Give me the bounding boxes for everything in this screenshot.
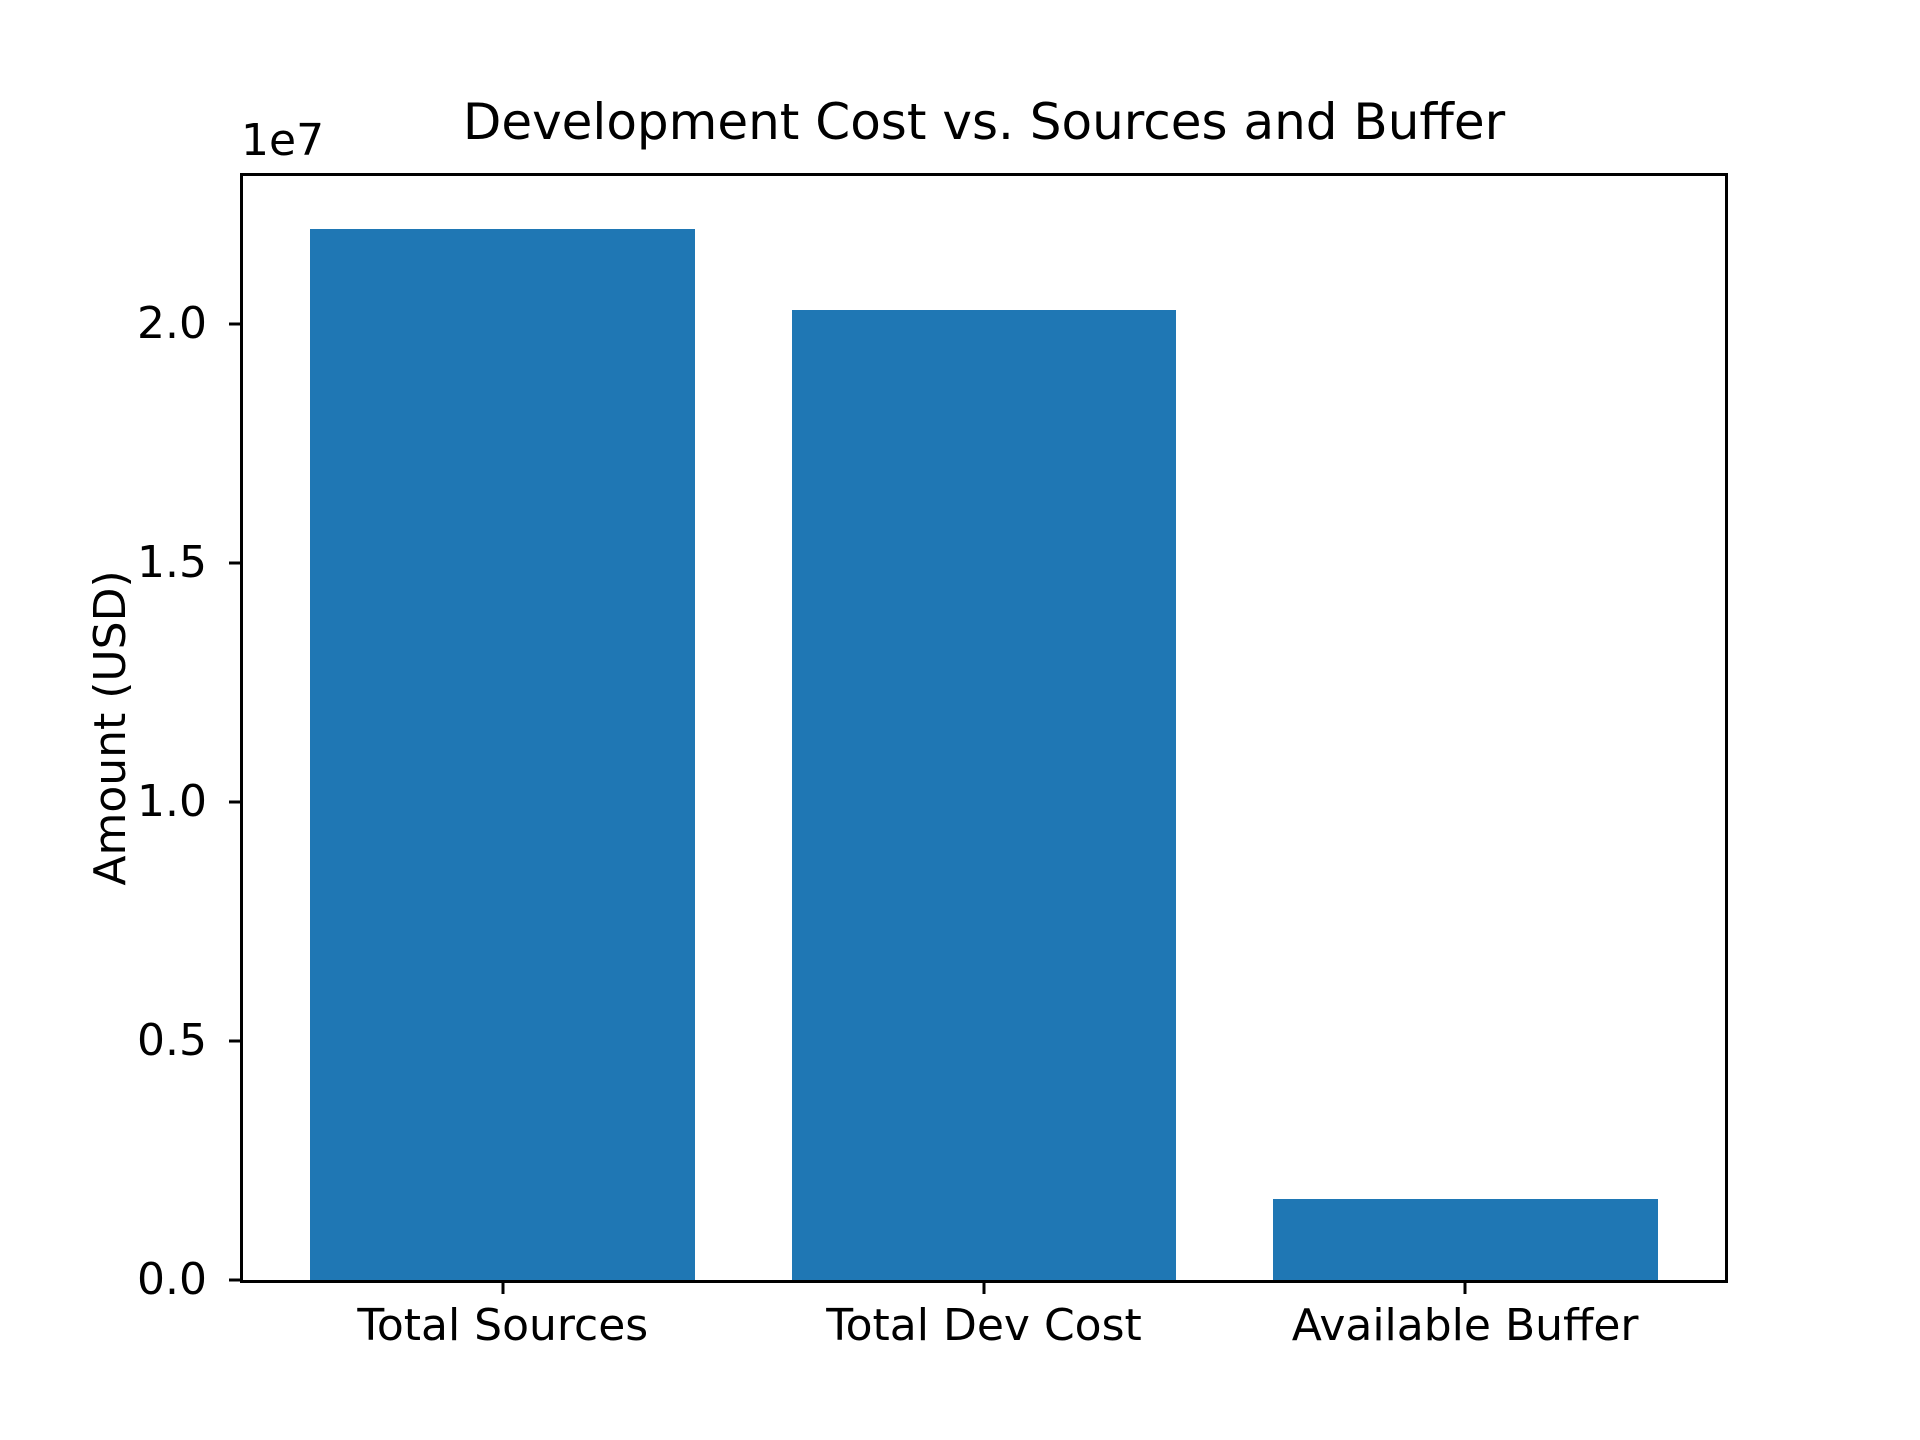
- y-tick-label: 1.0: [137, 776, 207, 828]
- bar-total-sources: [310, 228, 696, 1280]
- y-axis-label: Amount (USD): [85, 570, 136, 886]
- x-tick-label: Total Sources: [357, 1300, 649, 1351]
- chart-title: Development Cost vs. Sources and Buffer: [462, 93, 1506, 151]
- y-tick-label: 0.5: [137, 1015, 207, 1067]
- y-tick-mark: [229, 800, 243, 804]
- bar-available-buffer: [1272, 1198, 1658, 1280]
- x-tick-label: Total Dev Cost: [826, 1300, 1142, 1351]
- y-tick-mark: [229, 561, 243, 565]
- bar-total-dev-cost: [791, 309, 1177, 1280]
- x-tick-mark: [501, 1280, 505, 1294]
- x-tick-mark: [1463, 1280, 1467, 1294]
- y-tick-label: 0.0: [137, 1254, 207, 1305]
- y-tick-mark: [229, 1278, 243, 1282]
- plot-area: 0.0 0.5 1.0 1.5 2.0 Total Sources Total Dev Co…: [137, 173, 1728, 1348]
- y-tick-mark: [229, 322, 243, 326]
- y-axis-offset-text: 1e7: [241, 115, 325, 166]
- y-tick-label: 2.0: [137, 298, 207, 350]
- x-tick-mark: [982, 1280, 986, 1294]
- y-tick-mark: [229, 1039, 243, 1043]
- x-tick-label: Available Buffer: [1291, 1300, 1639, 1351]
- y-tick-label: 1.5: [137, 537, 207, 589]
